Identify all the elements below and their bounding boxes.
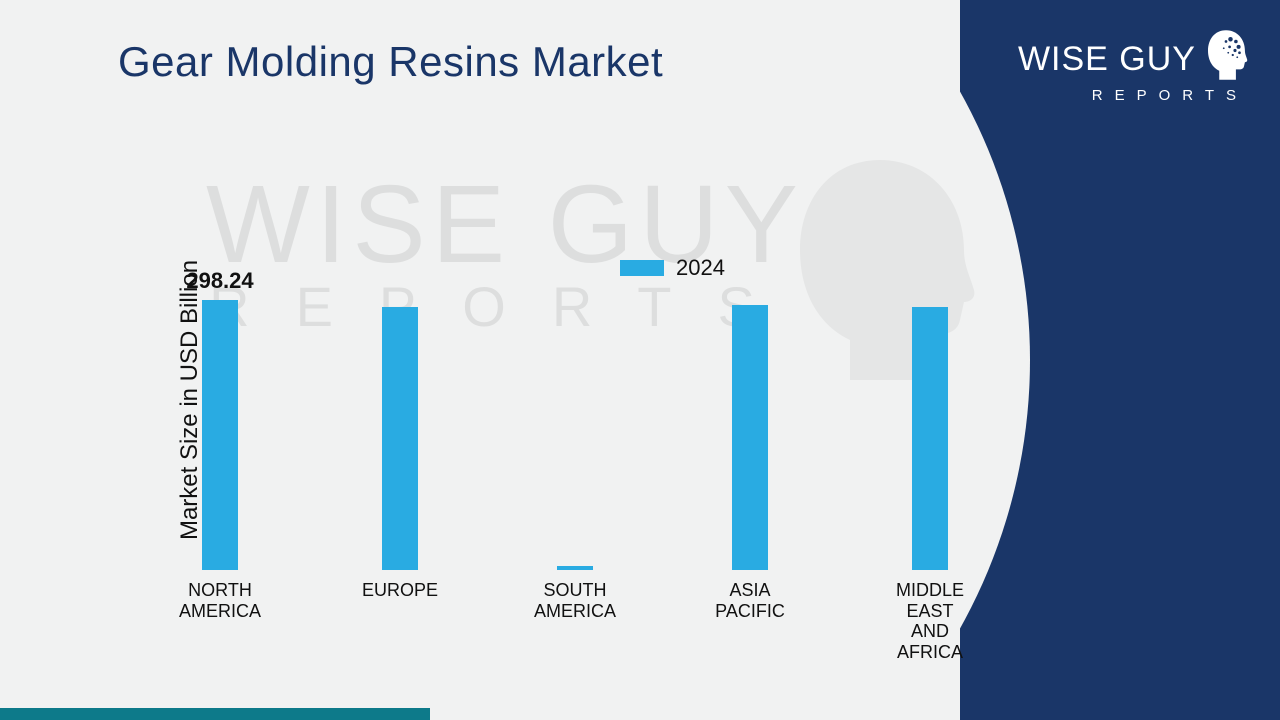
x-axis-category-label: MIDDLE EAST AND AFRICA: [896, 580, 964, 663]
x-axis-category-label: EUROPE: [362, 580, 438, 601]
logo-text-line1: WISE GUY: [1018, 40, 1196, 79]
bottom-accent-bar: [0, 708, 430, 720]
x-axis-category-label: ASIA PACIFIC: [715, 580, 785, 621]
bar: [382, 307, 418, 570]
bar-chart: Market Size in USD Billion 2024 298.24NO…: [50, 120, 970, 680]
logo-head-icon: [1202, 28, 1250, 91]
brand-logo: WISE GUY REPORTS: [1018, 28, 1250, 104]
chart-title: Gear Molding Resins Market: [118, 38, 663, 86]
plot-area: 298.24NORTH AMERICAEUROPESOUTH AMERICAAS…: [110, 120, 970, 570]
bar: [557, 566, 593, 570]
logo-text-line2: REPORTS: [1018, 87, 1248, 104]
bar: 298.24: [202, 300, 238, 570]
x-axis-category-label: NORTH AMERICA: [179, 580, 261, 621]
bar: [912, 307, 948, 570]
chart-canvas: WISE GUY REPORTS Gear Molding Resins Mar…: [0, 0, 1280, 720]
x-axis-category-label: SOUTH AMERICA: [534, 580, 616, 621]
bar: [732, 305, 768, 570]
bar-value-label: 298.24: [186, 268, 253, 294]
